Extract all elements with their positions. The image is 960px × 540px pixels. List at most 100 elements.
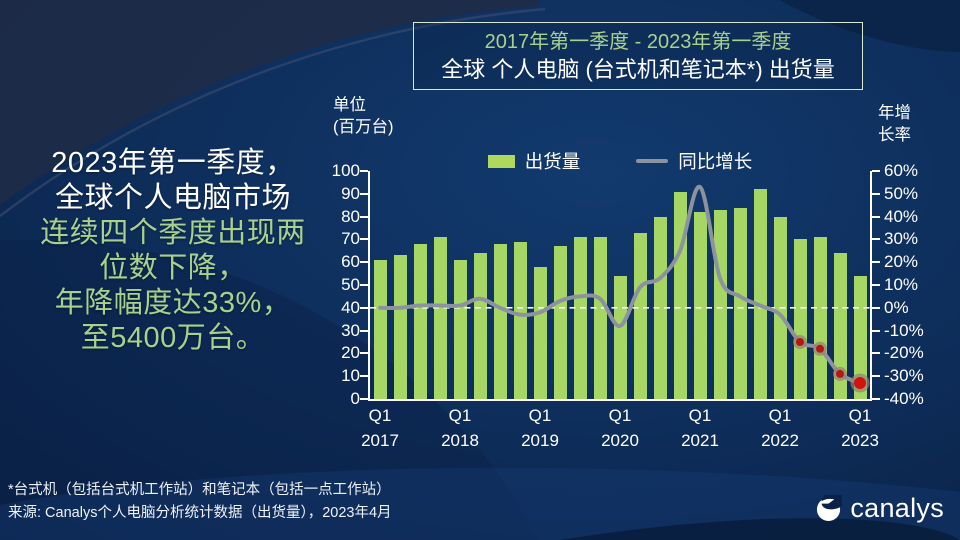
tick-mark: [872, 398, 880, 400]
canalys-logo-text: canalys: [850, 493, 944, 523]
tick-mark: [360, 375, 368, 378]
footnote-source: 来源: Canalys个人电脑分析统计数据（出货量），2023年4月: [8, 504, 392, 521]
growth-line: [378, 184, 862, 385]
decline-marker-dot: [836, 369, 844, 378]
tick-label: 40%: [884, 206, 919, 226]
headline-line: 至5400万台。: [80, 322, 266, 354]
tick-label: 40: [341, 297, 360, 317]
tick-mark: [872, 261, 880, 264]
bar: [573, 237, 587, 399]
right-axis-unit-label: 年增 长率: [878, 104, 911, 144]
bar: [733, 207, 747, 399]
tick-label: 80: [341, 206, 360, 226]
tick-mark: [360, 352, 368, 355]
bar: [433, 237, 447, 399]
tick-label: 50: [341, 275, 360, 294]
left-axis-unit-label: 单位 (百万台): [333, 96, 394, 136]
shipments-swatch-icon: [487, 154, 515, 168]
tick-mark: [360, 284, 368, 286]
x-axis-label: Q1 2020: [601, 406, 639, 450]
tick-label: -10%: [884, 320, 924, 340]
tick-mark: [872, 284, 880, 286]
footnote-asterisk: *台式机（包括台式机工作站）和笔记本（包括一点工作站）: [8, 482, 391, 498]
tick-mark: [360, 215, 368, 218]
tick-mark: [872, 238, 880, 241]
bar: [513, 241, 527, 399]
decline-marker-dot: [854, 377, 866, 389]
tick-mark: [872, 215, 880, 218]
growth-line-chart: [370, 184, 870, 393]
chart-title: 全球 个人电脑 (台式机和笔记本*) 出货量: [441, 57, 835, 82]
tick-label: 70: [341, 229, 360, 249]
tick-mark: [360, 192, 368, 195]
tick-label: 10: [341, 366, 360, 386]
x-axis-labels: Q1 2017 Q1 2018 Q1 2019 Q1 2020 Q1 2021 Q1 2022 Q1 20…: [361, 405, 879, 459]
right-axis-line: [870, 171, 872, 401]
bar: [613, 275, 627, 399]
canalys-logo-icon: [817, 495, 843, 522]
headline-line: 连续四个季度出现两: [40, 217, 306, 249]
decline-marker-dot: [796, 338, 804, 346]
x-axis-label: Q1 2019: [521, 406, 559, 450]
x-axis-line: [368, 399, 872, 401]
tick-label: 20%: [884, 252, 919, 272]
right-axis-tick-labels: 60% 50% 40% 30% 20% 10% 0% -10% -20% -30% -40%: [884, 161, 944, 408]
bar: [653, 216, 667, 399]
left-axis-tick-labels: 100 90 80 70 60 50 40 30 20 10 0: [306, 161, 360, 408]
bar: [793, 239, 807, 399]
tick-mark: [872, 306, 880, 309]
tick-label: -40%: [884, 389, 924, 408]
tick-label: 10%: [884, 275, 919, 294]
bar: [453, 259, 467, 399]
tick-label: 20: [341, 343, 360, 363]
tick-mark: [360, 261, 368, 264]
legend: 出货量 同比增长: [370, 149, 870, 173]
tick-label: 30: [341, 320, 360, 340]
legend-item-shipments: 出货量: [487, 148, 581, 174]
bar: [393, 255, 407, 399]
tick-mark: [872, 352, 880, 355]
headline-line: 2023年第一季度，: [51, 147, 295, 179]
tick-mark: [360, 306, 368, 309]
x-axis-label: Q1 2017: [361, 406, 399, 450]
legend-shipments-label: 出货量: [524, 151, 581, 172]
decline-marker-dot: [816, 344, 824, 353]
tick-label: 90: [341, 183, 360, 203]
bar: [373, 259, 387, 399]
headline-line: 全球个人电脑市场: [54, 182, 291, 214]
x-axis-label: Q1 2021: [681, 406, 719, 450]
tick-label: 0: [350, 389, 360, 408]
bar: [693, 212, 707, 399]
bar: [753, 189, 767, 399]
tick-mark: [872, 192, 880, 195]
headline: 2023年第一季度， 全球个人电脑市场 连续四个季度出现两 位数下降， 年降幅度…: [2, 146, 344, 356]
right-axis-tick-marks: [872, 170, 880, 401]
chart-title-box: 2017年第一季度 - 2023年第一季度 全球 个人电脑 (台式机和笔记本*)…: [413, 22, 863, 90]
tick-mark: [360, 238, 368, 241]
tick-mark: [360, 170, 368, 172]
left-axis-line: [368, 171, 370, 401]
x-axis-label: Q1 2018: [441, 406, 479, 450]
bar: [633, 232, 647, 399]
tick-label: 0%: [884, 297, 909, 317]
tick-label: 100: [331, 161, 360, 180]
headline-line: 年降幅度达33%，: [54, 287, 292, 319]
bar: [413, 244, 427, 399]
legend-item-growth: 同比增长: [636, 148, 752, 174]
tick-mark: [872, 170, 880, 172]
bar: [493, 244, 507, 399]
tick-label: -30%: [884, 366, 924, 386]
tick-mark: [360, 329, 368, 332]
tick-mark: [360, 398, 368, 400]
bar: [593, 237, 607, 399]
tick-label: 50%: [884, 183, 919, 203]
bar: [533, 266, 547, 399]
legend-growth-label: 同比增长: [678, 151, 753, 172]
growth-line-swatch-icon: [636, 159, 669, 163]
tick-label: 60%: [884, 161, 919, 180]
headline-line: 位数下降，: [99, 252, 247, 284]
x-axis-label: Q1 2023: [841, 406, 879, 450]
canalys-logo: canalys: [815, 493, 944, 524]
tick-label: -20%: [884, 343, 924, 363]
